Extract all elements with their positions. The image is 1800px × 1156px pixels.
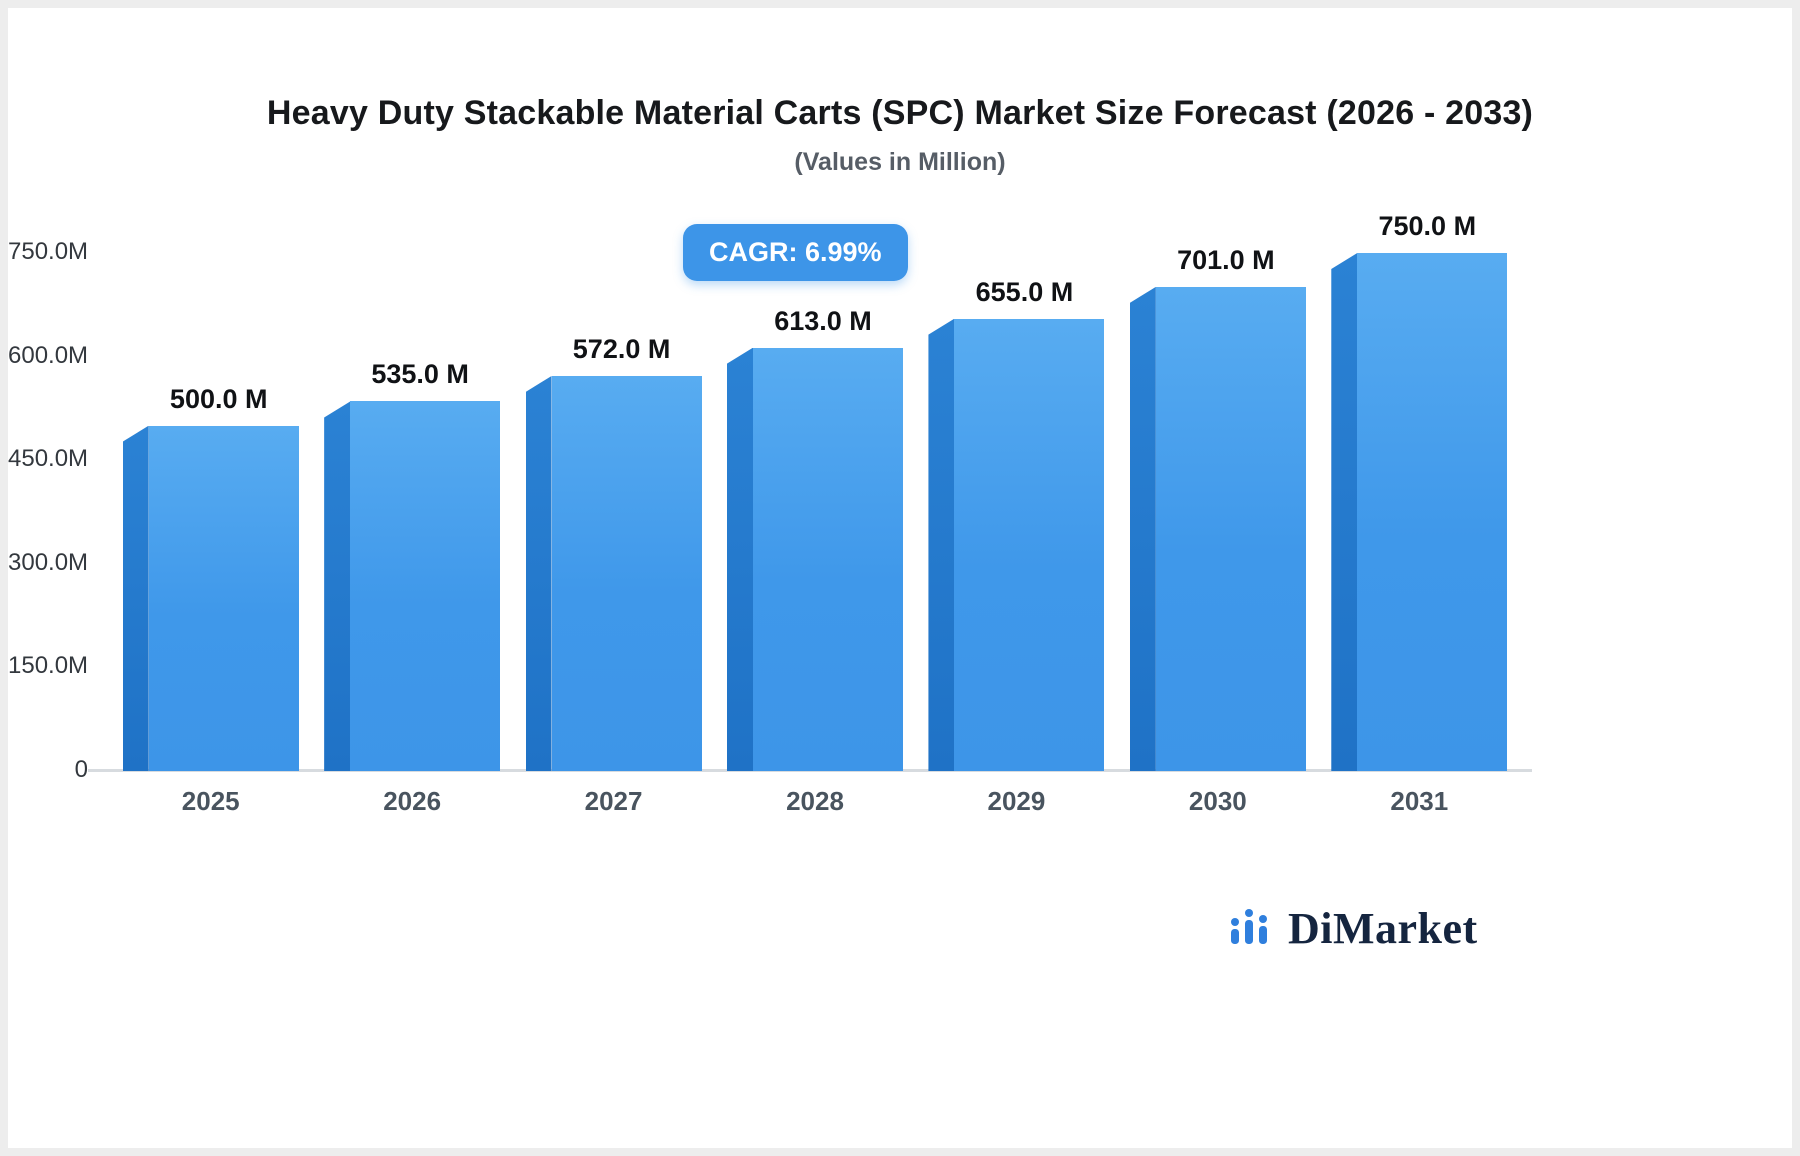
bar-face [753, 347, 903, 771]
bar [122, 425, 299, 771]
bar-3d-edge [928, 318, 955, 771]
y-axis-tick-label: 600.0M [8, 341, 89, 369]
bar-3d-edge [1331, 253, 1358, 771]
bar-face [350, 401, 501, 771]
y-axis-tick-label: 750.0M [8, 238, 89, 265]
dimarket-logo-icon [1228, 903, 1274, 954]
dimarket-logo-text: DiMarket [1288, 904, 1478, 953]
bar [928, 318, 1105, 771]
bar-face [954, 318, 1105, 771]
bar-3d-edge [122, 425, 149, 771]
bar [525, 375, 702, 771]
chart-subtitle: (Values in Million) [794, 148, 1006, 176]
bar-3d-edge [324, 401, 351, 771]
x-axis-tick-label: 2029 [987, 786, 1046, 816]
x-axis-tick-label: 2026 [383, 786, 442, 816]
chart-title: Heavy Duty Stackable Material Carts (SPC… [266, 94, 1534, 132]
x-axis-tick-label: 2031 [1390, 786, 1449, 816]
bar-3d-edge [727, 347, 753, 771]
bar-3d-edge [1129, 286, 1156, 771]
bar-face [148, 425, 299, 771]
y-axis-tick-label: 0 [74, 756, 88, 783]
bar [1331, 253, 1508, 771]
y-axis-tick-label: 150.0M [8, 652, 89, 680]
bar [727, 347, 903, 771]
y-axis-tick-label: 450.0M [8, 445, 89, 473]
bar-face [1357, 253, 1508, 771]
bar [1129, 286, 1306, 771]
x-axis-tick-label: 2028 [786, 786, 844, 816]
bar-value-label: 500.0 M [169, 383, 268, 414]
bar-value-label: 701.0 M [1177, 244, 1275, 275]
bar-3d-edge [525, 375, 552, 771]
dimarket-logo: DiMarket [1228, 903, 1478, 954]
x-axis-tick-label: 2030 [1188, 786, 1247, 816]
x-axis-tick-label: 2025 [181, 786, 240, 816]
x-axis-tick-label: 2027 [584, 786, 643, 816]
bar-value-label: 655.0 M [975, 276, 1074, 307]
cagr-badge: CAGR: 6.99% [683, 224, 908, 281]
bar-face [1155, 286, 1306, 771]
bar-value-label: 613.0 M [774, 305, 872, 336]
bar-value-label: 750.0 M [1378, 211, 1477, 241]
bar-value-label: 535.0 M [371, 359, 469, 390]
bar-value-label: 572.0 M [572, 333, 671, 364]
y-axis-tick-label: 300.0M [8, 548, 89, 576]
bar-face [551, 375, 702, 771]
bar [324, 401, 501, 771]
